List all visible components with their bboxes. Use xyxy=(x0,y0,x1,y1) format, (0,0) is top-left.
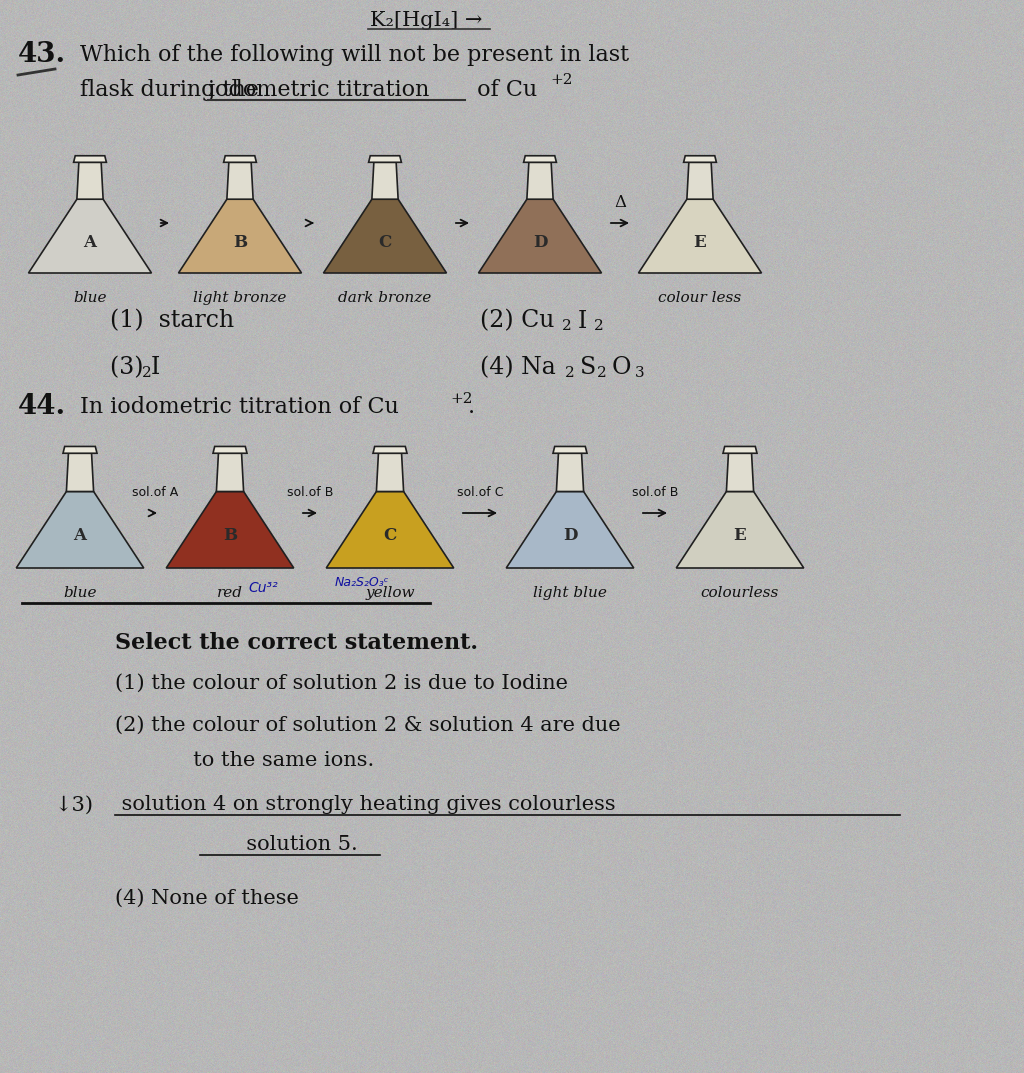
Text: (1)  starch: (1) starch xyxy=(110,309,234,333)
Polygon shape xyxy=(523,156,556,162)
Text: (2) the colour of solution 2 & solution 4 are due: (2) the colour of solution 2 & solution … xyxy=(115,716,621,735)
Polygon shape xyxy=(639,200,762,273)
Text: D: D xyxy=(532,234,547,250)
Polygon shape xyxy=(687,162,713,200)
Polygon shape xyxy=(506,491,634,568)
Polygon shape xyxy=(67,453,93,491)
Text: 2: 2 xyxy=(594,319,604,333)
Polygon shape xyxy=(16,491,143,568)
Polygon shape xyxy=(726,453,754,491)
Text: (4) None of these: (4) None of these xyxy=(115,888,299,908)
Text: A: A xyxy=(84,234,96,250)
Text: In iodometric titration of Cu: In iodometric titration of Cu xyxy=(80,396,399,418)
Polygon shape xyxy=(369,156,401,162)
Polygon shape xyxy=(372,162,398,200)
Text: blue: blue xyxy=(74,291,106,305)
Polygon shape xyxy=(723,446,757,453)
Text: ↓3): ↓3) xyxy=(55,795,94,814)
Text: sol.of C: sol.of C xyxy=(457,486,503,499)
Text: Select the correct statement.: Select the correct statement. xyxy=(115,632,478,655)
Polygon shape xyxy=(327,491,454,568)
Text: D: D xyxy=(563,527,578,544)
Text: blue: blue xyxy=(63,586,96,600)
Text: (1) the colour of solution 2 is due to Iodine: (1) the colour of solution 2 is due to I… xyxy=(115,674,568,692)
Text: light blue: light blue xyxy=(534,586,607,600)
Polygon shape xyxy=(373,446,407,453)
Polygon shape xyxy=(29,200,152,273)
Text: 3: 3 xyxy=(635,366,645,380)
Text: 2: 2 xyxy=(565,366,574,380)
Text: C: C xyxy=(383,527,396,544)
Text: dark bronze: dark bronze xyxy=(338,291,432,305)
Text: sol.of B: sol.of B xyxy=(287,486,333,499)
Text: 2: 2 xyxy=(597,366,607,380)
Text: Which of the following will not be present in last: Which of the following will not be prese… xyxy=(80,44,629,67)
Text: I: I xyxy=(578,309,587,333)
Polygon shape xyxy=(63,446,97,453)
Text: solution 5.: solution 5. xyxy=(200,836,357,854)
Text: B: B xyxy=(223,527,238,544)
Text: Cu³²: Cu³² xyxy=(248,580,278,596)
Polygon shape xyxy=(227,162,253,200)
Text: (2) Cu: (2) Cu xyxy=(480,309,554,333)
Text: yellow: yellow xyxy=(366,586,415,600)
Text: S: S xyxy=(580,356,596,380)
Polygon shape xyxy=(213,446,247,453)
Polygon shape xyxy=(556,453,584,491)
Polygon shape xyxy=(684,156,717,162)
Polygon shape xyxy=(166,491,294,568)
Polygon shape xyxy=(527,162,553,200)
Text: 44.: 44. xyxy=(18,394,67,421)
Text: colour less: colour less xyxy=(658,291,741,305)
Text: (3) I: (3) I xyxy=(110,356,160,380)
Text: colourless: colourless xyxy=(700,586,779,600)
Polygon shape xyxy=(216,453,244,491)
Polygon shape xyxy=(324,200,446,273)
Text: 2: 2 xyxy=(562,319,571,333)
Text: flask during the: flask during the xyxy=(80,79,266,101)
Polygon shape xyxy=(553,446,587,453)
Text: iodometric titration: iodometric titration xyxy=(208,79,429,101)
Text: to the same ions.: to the same ions. xyxy=(160,750,374,769)
Text: 2: 2 xyxy=(142,366,152,380)
Text: sol.of A: sol.of A xyxy=(132,486,178,499)
Text: E: E xyxy=(733,527,746,544)
Text: of Cu: of Cu xyxy=(470,79,538,101)
Text: (4) Na: (4) Na xyxy=(480,356,556,380)
Text: .: . xyxy=(468,396,475,418)
Text: B: B xyxy=(232,234,247,250)
Text: Na₂S₂O₃ᶜ: Na₂S₂O₃ᶜ xyxy=(335,576,389,589)
Polygon shape xyxy=(676,491,804,568)
Polygon shape xyxy=(74,156,106,162)
Text: A: A xyxy=(74,527,86,544)
Text: C: C xyxy=(379,234,391,250)
Polygon shape xyxy=(178,200,301,273)
Text: +2: +2 xyxy=(450,392,472,406)
Text: light bronze: light bronze xyxy=(194,291,287,305)
Polygon shape xyxy=(223,156,256,162)
Text: 43.: 43. xyxy=(18,42,67,69)
Polygon shape xyxy=(377,453,403,491)
Text: red: red xyxy=(217,586,243,600)
Text: sol.of B: sol.of B xyxy=(632,486,678,499)
Text: Δ: Δ xyxy=(614,194,626,211)
Text: solution 4 on strongly heating gives colourless: solution 4 on strongly heating gives col… xyxy=(115,795,615,814)
Polygon shape xyxy=(77,162,103,200)
Text: E: E xyxy=(693,234,707,250)
Text: K₂[HgI₄] →: K₂[HgI₄] → xyxy=(370,12,482,30)
Text: +2: +2 xyxy=(550,73,572,87)
Polygon shape xyxy=(478,200,601,273)
Text: O: O xyxy=(612,356,632,380)
